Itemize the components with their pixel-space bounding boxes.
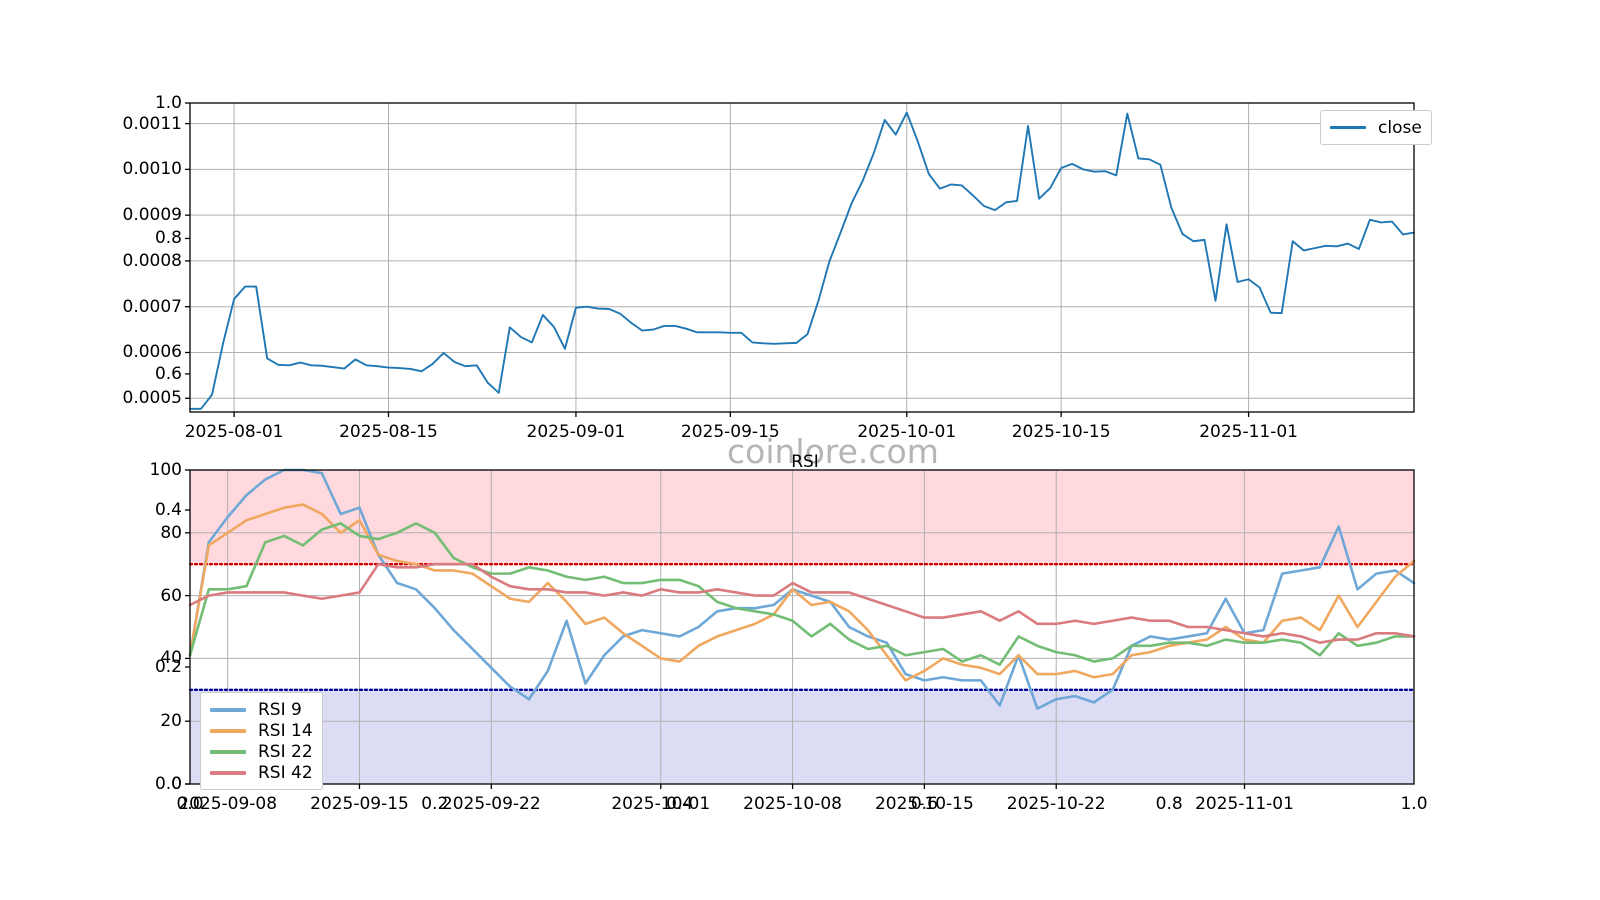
rsi-x-tick-label-normalized: 0.8: [1155, 794, 1183, 814]
rsi-x-tick-label: 2025-09-22: [441, 794, 541, 814]
legend-swatch-icon: [210, 770, 246, 775]
price-y-tick-label-normalized: 1.0: [154, 93, 182, 113]
price-x-tick-label: 2025-10-01: [857, 422, 957, 442]
rsi-y-tick-label: 40: [160, 648, 182, 669]
rsi-series-line: [188, 503, 1416, 682]
legend-swatch-icon: [1330, 126, 1366, 129]
rsi-y-tick-label-normalized: 0.4: [154, 500, 182, 520]
price-x-tick-label: 2025-11-01: [1199, 422, 1298, 442]
legend-swatch-icon: [210, 728, 246, 733]
rsi-x-tick-label: 2025-09-15: [310, 794, 409, 814]
legend-item-label: RSI 14: [258, 720, 313, 741]
rsi-y-tick-label: 60: [160, 585, 182, 606]
price-y-tick-label: 0.0007: [122, 296, 182, 317]
legend-swatch-icon: [210, 707, 246, 712]
price-y-tick-label: 0.0009: [122, 205, 182, 226]
rsi-y-tick-label: 80: [160, 522, 182, 543]
rsi-x-tick-label-normalized: 1.0: [1400, 794, 1428, 814]
price-legend[interactable]: close: [1320, 110, 1432, 145]
price-x-tick-label: 2025-08-15: [339, 422, 438, 442]
rsi-x-tick-label-normalized: 0.4: [666, 794, 694, 814]
watermark: coinlore.com: [727, 432, 939, 471]
rsi-y-tick-label: 0: [171, 774, 182, 794]
rsi-x-tick-label: 2025-10-15: [874, 794, 974, 814]
legend-item-rsi-22[interactable]: RSI 22: [210, 741, 313, 762]
rsi-x-tick-label-normalized: 0.2: [421, 794, 449, 814]
price-x-tick-label: 2025-10-15: [1011, 422, 1111, 442]
price-x-tick-label: 2025-08-01: [184, 422, 284, 442]
price-panel: [185, 102, 1415, 417]
rsi-panel-title: RSI: [791, 452, 819, 472]
rsi-x-tick-label: 2025-10-01: [611, 794, 711, 814]
rsi-y-tick-label: 100: [149, 460, 182, 480]
rsi-series-line: [188, 562, 1416, 644]
price-y-tick-label: 0.0005: [122, 388, 182, 409]
price-y-tick-label-normalized: 0.6: [154, 363, 182, 384]
price-x-tick-label: 2025-09-15: [680, 422, 780, 442]
legend-item-label: RSI 42: [258, 762, 313, 783]
legend-item-label: RSI 9: [258, 699, 302, 720]
rsi-x-tick-label-normalized: 0.0: [176, 794, 204, 814]
rsi-y-tick-label-normalized: 0.0: [154, 774, 182, 794]
legend-item-label: close: [1378, 117, 1422, 138]
price-y-tick-label: 0.0010: [122, 159, 182, 180]
legend-item-rsi-42[interactable]: RSI 42: [210, 762, 313, 783]
legend-item-rsi-9[interactable]: RSI 9: [210, 699, 313, 720]
legend-item-rsi-14[interactable]: RSI 14: [210, 720, 313, 741]
rsi-x-tick-label-normalized: 0.6: [910, 794, 938, 814]
rsi-legend[interactable]: RSI 9 RSI 14 RSI 22 RSI 42: [200, 692, 323, 790]
legend-item-close[interactable]: close: [1330, 117, 1422, 138]
legend-swatch-icon: [210, 749, 246, 754]
rsi-y-tick-label-normalized: 0.2: [154, 657, 182, 677]
price-y-tick-label: 0.0006: [122, 342, 182, 363]
price-y-tick-label: 0.0008: [122, 250, 182, 271]
price-y-tick-label-normalized: 0.8: [154, 228, 182, 249]
rsi-y-tick-label: 20: [160, 711, 182, 732]
rsi-series-line: [188, 522, 1416, 666]
rsi-x-tick-label: 2025-10-08: [743, 794, 842, 814]
rsi-x-tick-label: 2025-11-01: [1195, 794, 1294, 814]
legend-item-label: RSI 22: [258, 741, 313, 762]
rsi-x-tick-label: 2025-10-22: [1006, 794, 1106, 814]
rsi-x-tick-label: 2025-09-08: [178, 794, 278, 814]
rsi-panel: [185, 468, 1416, 789]
price-y-tick-label: 0.0011: [122, 113, 182, 134]
price-x-tick-label: 2025-09-01: [526, 422, 626, 442]
